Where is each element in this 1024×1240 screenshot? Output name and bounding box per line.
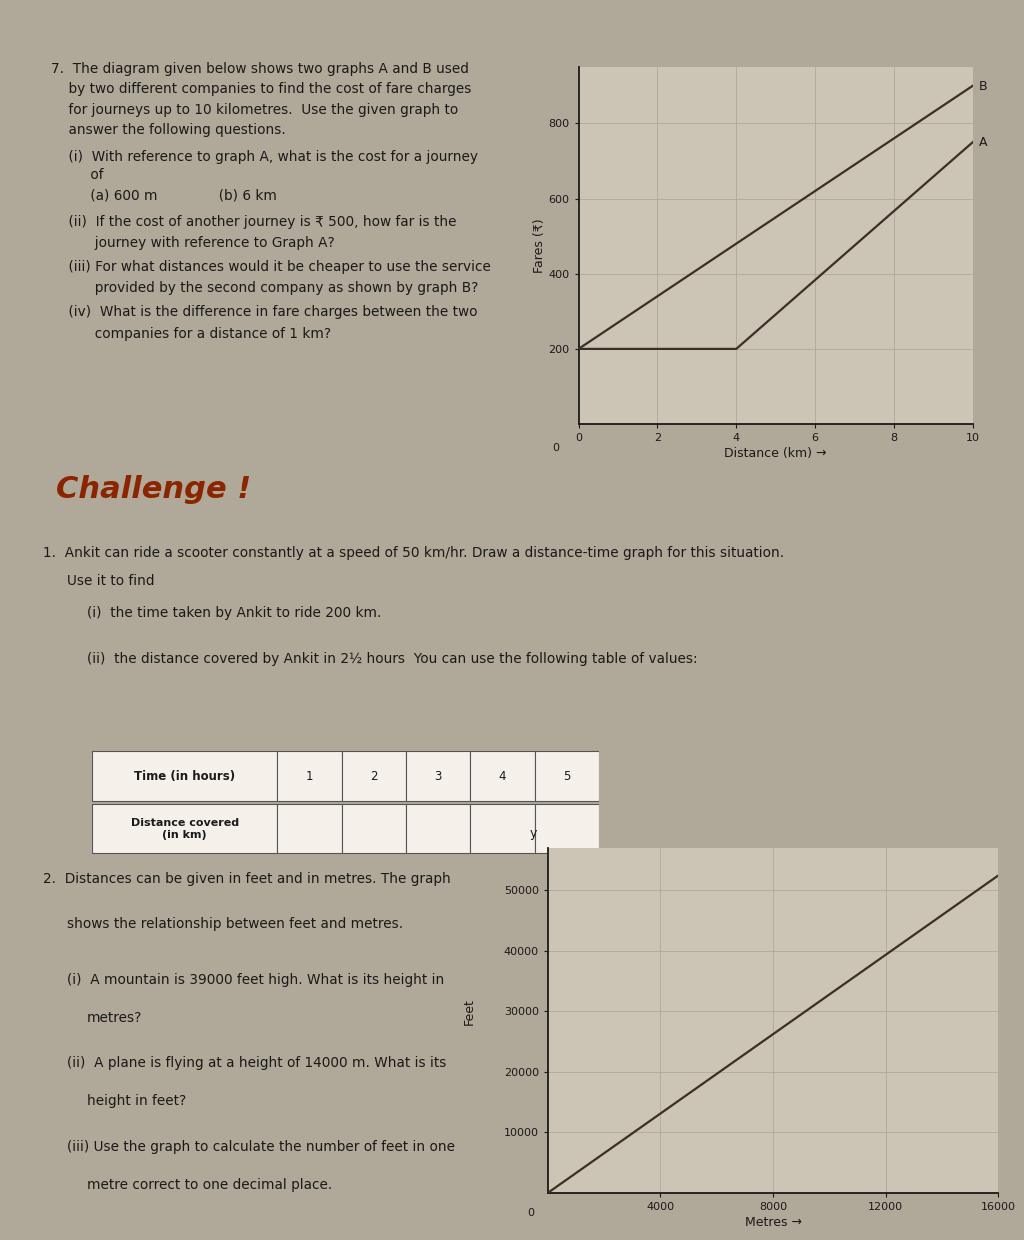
Text: 7.  The diagram given below shows two graphs A and B used: 7. The diagram given below shows two gra…	[51, 62, 469, 76]
Bar	[470, 751, 535, 801]
Text: 0: 0	[552, 443, 559, 453]
Text: Challenge !: Challenge !	[56, 475, 252, 505]
Bar	[278, 804, 342, 853]
Bar	[342, 751, 406, 801]
Text: y: y	[529, 827, 537, 839]
Text: 2.  Distances can be given in feet and in metres. The graph: 2. Distances can be given in feet and in…	[43, 872, 451, 887]
Text: 0: 0	[526, 1208, 534, 1218]
Bar	[406, 804, 470, 853]
X-axis label: Metres →: Metres →	[744, 1216, 802, 1229]
Bar	[470, 804, 535, 853]
Text: provided by the second company as shown by graph B?: provided by the second company as shown …	[51, 280, 478, 295]
Bar	[406, 751, 470, 801]
Text: by two different companies to find the cost of fare charges: by two different companies to find the c…	[51, 82, 472, 97]
Text: (ii)  the distance covered by Ankit in 2½ hours  You can use the following table: (ii) the distance covered by Ankit in 2½…	[87, 651, 697, 666]
Text: (iii) Use the graph to calculate the number of feet in one: (iii) Use the graph to calculate the num…	[67, 1140, 455, 1153]
Text: metres?: metres?	[87, 1011, 142, 1025]
Text: 4: 4	[499, 770, 506, 782]
Text: (ii)  If the cost of another journey is ₹ 500, how far is the: (ii) If the cost of another journey is ₹…	[51, 216, 457, 229]
Text: height in feet?: height in feet?	[87, 1095, 186, 1109]
Text: shows the relationship between feet and metres.: shows the relationship between feet and …	[67, 918, 402, 931]
Text: (ii)  A plane is flying at a height of 14000 m. What is its: (ii) A plane is flying at a height of 14…	[67, 1056, 445, 1070]
Text: (i)  the time taken by Ankit to ride 200 km.: (i) the time taken by Ankit to ride 200 …	[87, 606, 381, 620]
Text: A: A	[979, 135, 987, 149]
Text: 2: 2	[370, 770, 378, 782]
Text: Time (in hours): Time (in hours)	[134, 770, 236, 782]
Text: (iii) For what distances would it be cheaper to use the service: (iii) For what distances would it be che…	[51, 260, 492, 274]
Text: Distance covered
(in km): Distance covered (in km)	[131, 818, 239, 839]
Bar	[535, 804, 599, 853]
Text: answer the following questions.: answer the following questions.	[51, 123, 286, 138]
X-axis label: Distance (km) →: Distance (km) →	[724, 448, 827, 460]
Text: Use it to find: Use it to find	[67, 574, 154, 588]
Text: metre correct to one decimal place.: metre correct to one decimal place.	[87, 1178, 333, 1192]
Text: 1: 1	[305, 770, 313, 782]
Bar	[278, 751, 342, 801]
Text: companies for a distance of 1 km?: companies for a distance of 1 km?	[51, 326, 332, 341]
Text: of: of	[51, 169, 103, 182]
Y-axis label: Fares (₹): Fares (₹)	[532, 218, 546, 273]
Text: Feet: Feet	[463, 998, 475, 1025]
Text: for journeys up to 10 kilometres.  Use the given graph to: for journeys up to 10 kilometres. Use th…	[51, 103, 459, 117]
Text: (i)  A mountain is 39000 feet high. What is its height in: (i) A mountain is 39000 feet high. What …	[67, 973, 443, 987]
Text: (i)  With reference to graph A, what is the cost for a journey: (i) With reference to graph A, what is t…	[51, 150, 478, 164]
Text: (a) 600 m              (b) 6 km: (a) 600 m (b) 6 km	[51, 188, 278, 202]
Text: journey with reference to Graph A?: journey with reference to Graph A?	[51, 236, 335, 249]
Bar	[535, 751, 599, 801]
Text: 3: 3	[434, 770, 441, 782]
Bar	[92, 804, 278, 853]
Text: (iv)  What is the difference in fare charges between the two: (iv) What is the difference in fare char…	[51, 305, 478, 319]
Text: 1.  Ankit can ride a scooter constantly at a speed of 50 km/hr. Draw a distance-: 1. Ankit can ride a scooter constantly a…	[43, 547, 784, 560]
Text: 5: 5	[563, 770, 570, 782]
Bar	[342, 804, 406, 853]
Text: B: B	[979, 81, 987, 93]
Bar	[92, 751, 278, 801]
